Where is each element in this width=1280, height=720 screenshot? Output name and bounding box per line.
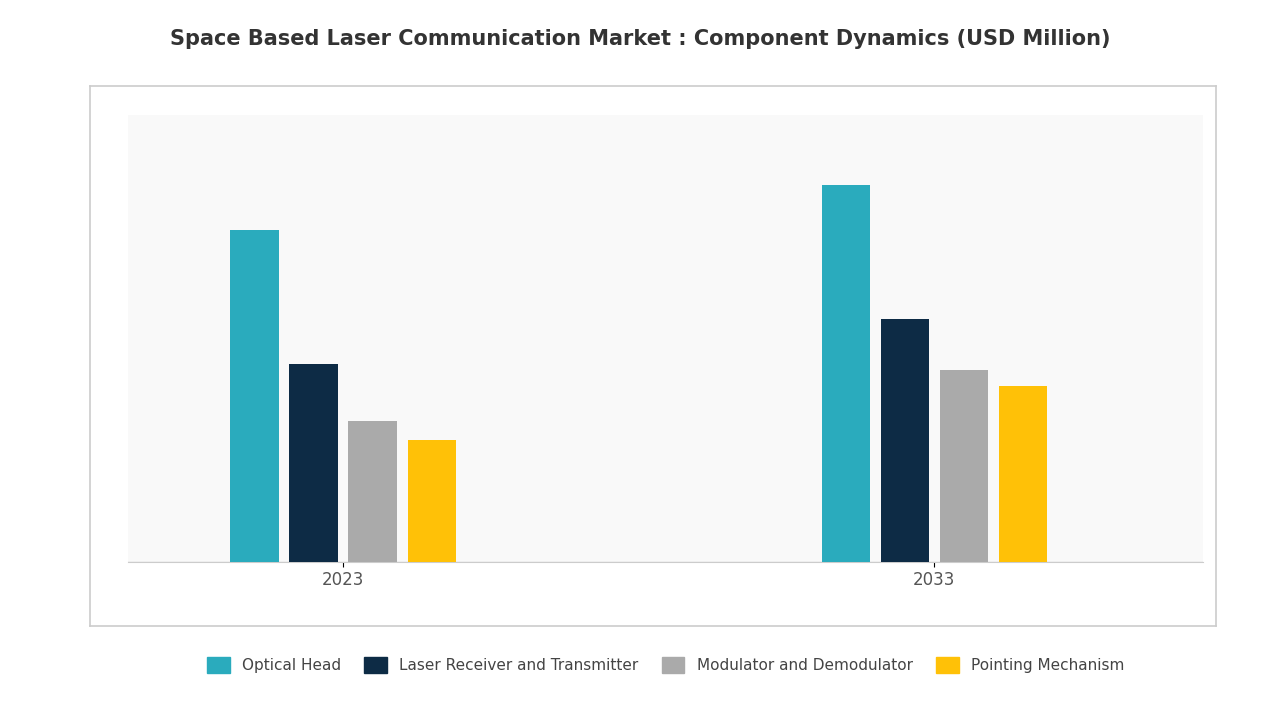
Bar bbox=[881, 319, 929, 562]
Bar bbox=[998, 386, 1047, 562]
Bar bbox=[289, 364, 338, 562]
Bar bbox=[822, 185, 870, 562]
Bar bbox=[348, 421, 397, 562]
Text: Space Based Laser Communication Market : Component Dynamics (USD Million): Space Based Laser Communication Market :… bbox=[170, 29, 1110, 49]
Bar bbox=[407, 441, 456, 562]
Bar bbox=[230, 230, 279, 562]
Legend: Optical Head, Laser Receiver and Transmitter, Modulator and Demodulator, Pointin: Optical Head, Laser Receiver and Transmi… bbox=[201, 651, 1130, 679]
Bar bbox=[940, 370, 988, 562]
